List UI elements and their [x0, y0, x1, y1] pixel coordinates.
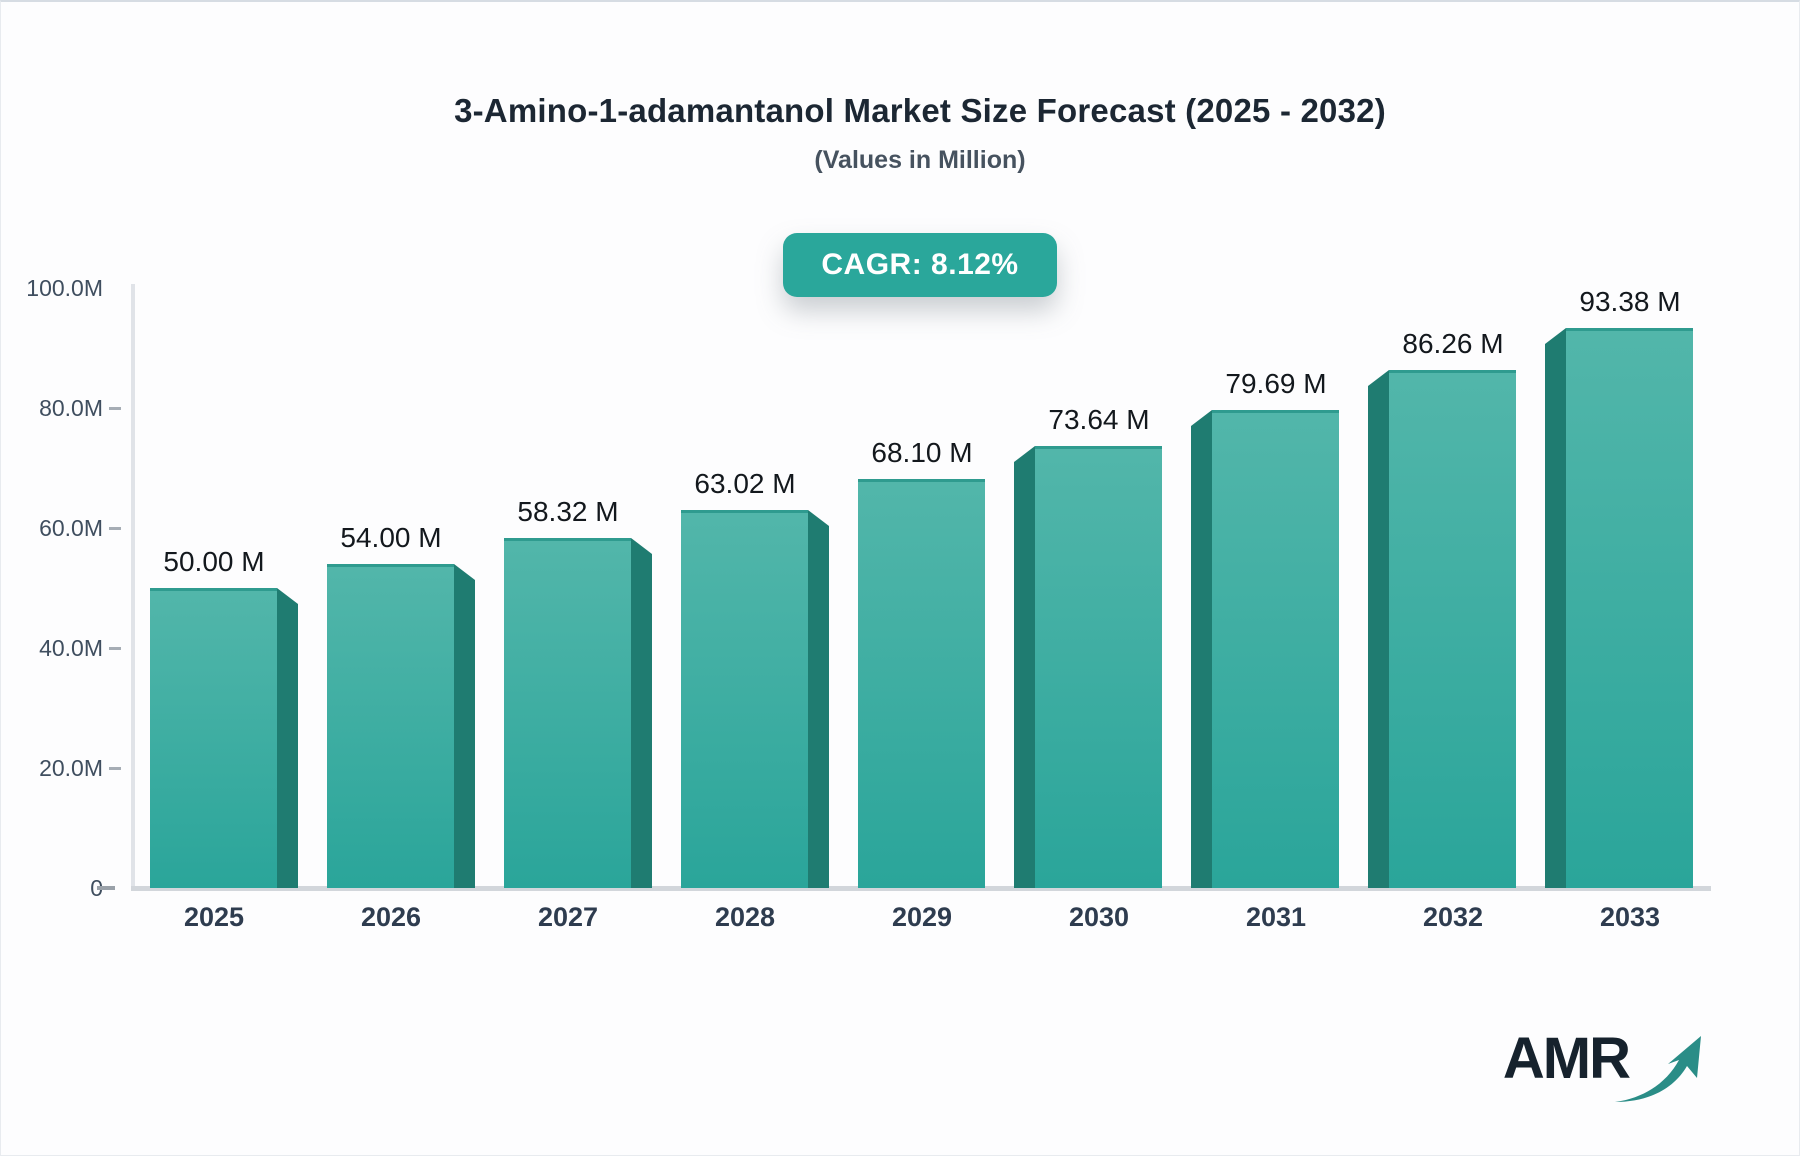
amr-logo: AMR: [1503, 1030, 1709, 1108]
y-axis-line: [131, 284, 135, 890]
bar-value-label-2033: 93.38 M: [1579, 286, 1681, 317]
bar-value-label-2028: 63.02 M: [694, 468, 796, 499]
y-tick-label-20.0M: 20.0M: [39, 755, 103, 781]
bar-front-face: [1035, 446, 1162, 888]
bar-side-face: [277, 588, 298, 888]
y-tick-label-60.0M: 60.0M: [39, 515, 103, 541]
bar-value-label-2032: 86.26 M: [1402, 328, 1504, 359]
x-label-2029: 2029: [891, 902, 953, 932]
cagr-badge: CAGR: 8.12%: [783, 233, 1057, 297]
bar-front-face: [1389, 370, 1516, 888]
bar-front-face: [327, 564, 454, 888]
bar-side-face: [631, 538, 652, 888]
y-tick-dash: [109, 527, 121, 530]
bar-side-face: [1368, 370, 1389, 888]
x-label-2026: 2026: [360, 902, 422, 932]
bar-front-face: [150, 588, 277, 888]
y-tick-label-100.0M: 100.0M: [26, 275, 103, 301]
y-tick-dash: [109, 767, 121, 770]
x-label-2027: 2027: [537, 902, 599, 932]
bar-side-face: [1191, 410, 1212, 888]
bar-value-label-2029: 68.10 M: [871, 437, 973, 468]
x-label-2032: 2032: [1422, 902, 1484, 932]
bar-front-face: [858, 479, 985, 888]
amr-logo-text: AMR: [1502, 1026, 1631, 1091]
bar-value-label-2031: 79.69 M: [1225, 368, 1327, 399]
amr-logo-arrow-icon: [1615, 1036, 1701, 1102]
x-axis-line: [131, 886, 1711, 891]
x-label-2033: 2033: [1599, 902, 1661, 932]
y-tick-label-40.0M: 40.0M: [39, 635, 103, 661]
bar-front-face: [504, 538, 631, 888]
bar-side-face: [1014, 446, 1035, 888]
bar-value-label-2025: 50.00 M: [163, 546, 265, 577]
x-label-2031: 2031: [1245, 902, 1307, 932]
y-tick-dash: [109, 647, 121, 650]
bar-side-face: [1545, 328, 1566, 888]
chart-subtitle: (Values in Million): [814, 146, 1026, 174]
bar-side-face: [454, 564, 475, 888]
bar-front-face: [1212, 410, 1339, 888]
bar-value-label-2026: 54.00 M: [340, 522, 442, 553]
x-label-2028: 2028: [714, 902, 776, 932]
chart-title: 3-Amino-1-adamantanol Market Size Foreca…: [454, 92, 1386, 129]
bar-front-face: [681, 510, 808, 888]
y-tick-dash: [109, 407, 121, 410]
y-tick-zero-dash: [97, 886, 115, 890]
bar-front-face: [1566, 328, 1693, 888]
bar-value-label-2027: 58.32 M: [517, 496, 619, 527]
bar-side-face: [808, 510, 829, 888]
x-label-2025: 2025: [183, 902, 245, 932]
y-tick-label-0: 0: [1, 874, 103, 902]
chart-header: 3-Amino-1-adamantanol Market Size Foreca…: [41, 2, 1799, 297]
x-label-2030: 2030: [1068, 902, 1130, 932]
bar-value-label-2030: 73.64 M: [1048, 404, 1150, 435]
y-tick-label-80.0M: 80.0M: [39, 395, 103, 421]
